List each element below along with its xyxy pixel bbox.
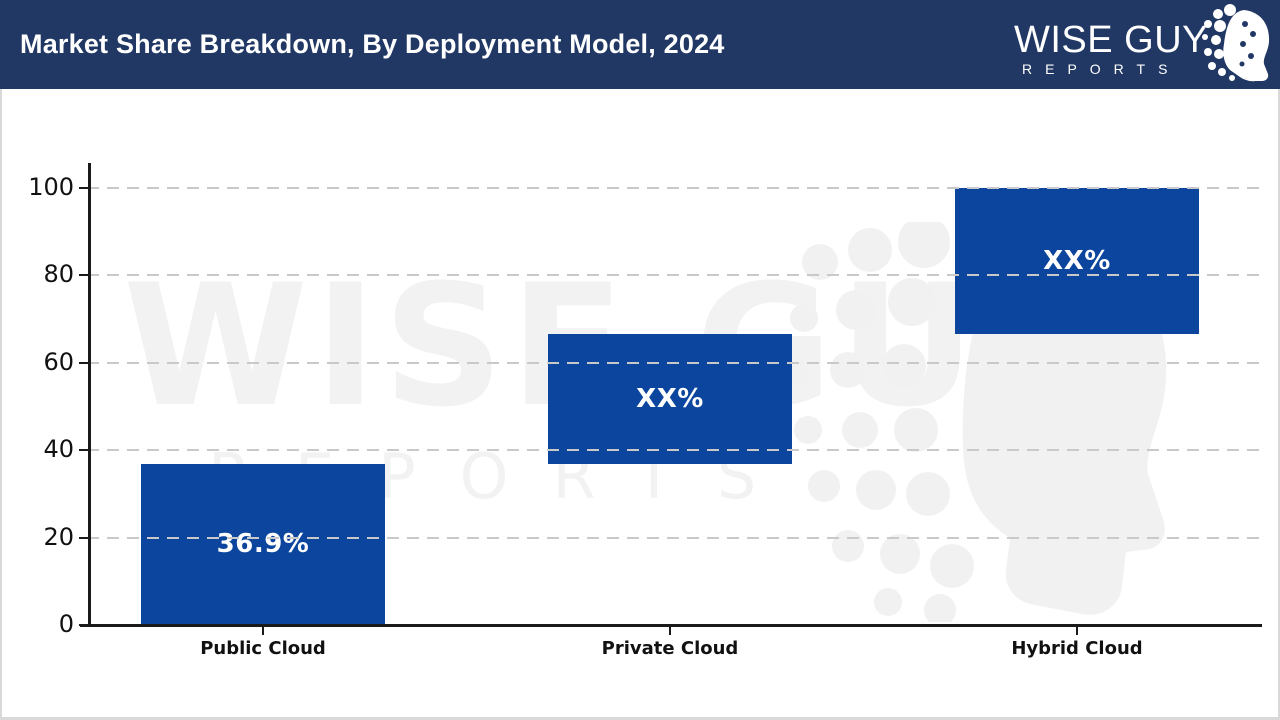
y-tick-label-100: 100	[28, 172, 74, 201]
logo-face-icon	[1202, 4, 1270, 82]
y-tick-mark-80	[79, 274, 88, 276]
x-axis-label-hybrid-cloud: Hybrid Cloud	[1011, 638, 1143, 659]
bar-value-label-hybrid-cloud: XX%	[1043, 245, 1111, 276]
bar-private-cloud: XX%	[548, 333, 792, 464]
y-tick-label-60: 60	[43, 347, 74, 376]
bar-value-label-public-cloud: 36.9%	[216, 529, 310, 560]
header: Market Share Breakdown, By Deployment Mo…	[0, 0, 1280, 89]
brand-logo: WISE GUY REPORTS	[1012, 4, 1272, 86]
bar-hybrid-cloud: XX%	[955, 187, 1199, 334]
wise-guy-logo-graphic: WISE GUY REPORTS	[1014, 4, 1270, 82]
y-tick-mark-40	[79, 449, 88, 451]
x-axis	[80, 624, 1262, 627]
chart-title: Market Share Breakdown, By Deployment Mo…	[20, 29, 725, 59]
x-axis-label-public-cloud: Public Cloud	[200, 638, 326, 659]
y-tick-mark-100	[79, 186, 88, 189]
gridline-40	[87, 449, 1262, 451]
x-tick-mark-private-cloud	[669, 627, 671, 635]
x-tick-mark-public-cloud	[262, 627, 264, 635]
bar-public-cloud: 36.9%	[141, 463, 385, 625]
gridline-80	[87, 274, 1262, 276]
y-tick-mark-20	[79, 536, 88, 539]
y-tick-label-80: 80	[43, 260, 74, 288]
x-tick-mark-hybrid-cloud	[1076, 627, 1078, 635]
gridline-60	[87, 361, 1262, 364]
y-tick-label-0: 0	[58, 610, 74, 638]
y-tick-mark-0	[79, 624, 88, 626]
logo-secondary-text: REPORTS	[1022, 61, 1180, 77]
y-tick-label-20: 20	[43, 522, 74, 551]
bar-value-label-private-cloud: XX%	[636, 383, 704, 414]
logo-primary-text: WISE GUY	[1014, 19, 1208, 61]
y-tick-mark-60	[79, 361, 88, 364]
y-tick-label-40: 40	[43, 435, 74, 463]
x-axis-label-private-cloud: Private Cloud	[601, 638, 739, 659]
gridline-100	[87, 186, 1262, 189]
gridline-20	[87, 536, 1262, 539]
y-axis	[88, 163, 91, 626]
